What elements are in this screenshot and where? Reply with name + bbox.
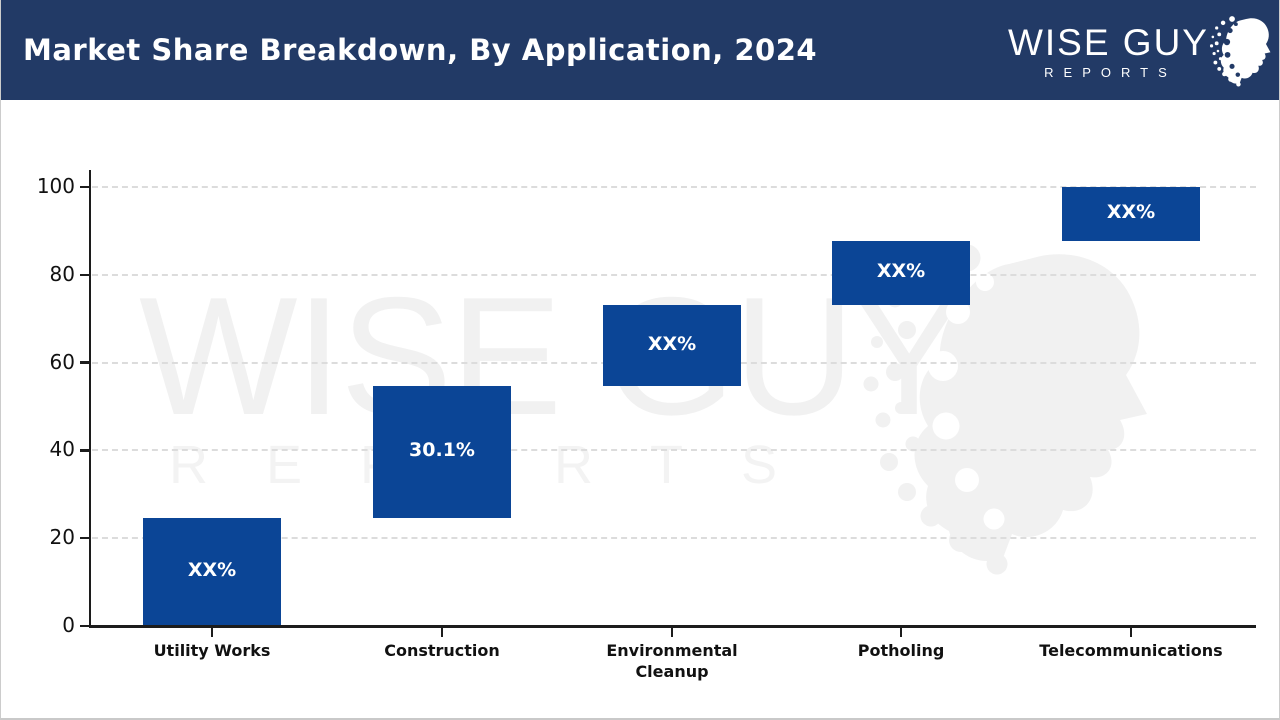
gridline <box>92 273 1256 276</box>
y-axis-tick-label: 80 <box>49 261 75 286</box>
x-category-label: Potholing <box>857 641 945 660</box>
bar-value-label: 30.1% <box>409 439 475 462</box>
x-tick-mark <box>1129 627 1133 637</box>
wiseguy-head-icon <box>1209 16 1271 87</box>
x-tick-mark <box>670 627 674 637</box>
y-axis-tick-label: 100 <box>36 174 75 198</box>
y-tick-mark <box>80 185 90 189</box>
bar-value-label: XX% <box>647 332 697 355</box>
x-category-label: Utility Works <box>153 641 271 660</box>
y-tick-mark <box>80 449 90 452</box>
gridline <box>92 186 1256 188</box>
bar-segment <box>1062 187 1200 241</box>
x-axis-line <box>88 625 1256 628</box>
y-axis-tick-label: 60 <box>49 349 75 374</box>
header: Market Share Breakdown, By Application, … <box>1 0 1279 100</box>
y-tick-mark <box>80 624 90 628</box>
logo-subtext: REPORTS <box>1044 65 1177 80</box>
logo-wordmark: WISE GUY <box>1007 22 1209 63</box>
bar-segment <box>143 518 281 626</box>
x-tick-mark <box>899 627 903 637</box>
waterfall-chart: 0 20 40 60 80 100 XX% Utility Works 30.1% Constru… <box>1 100 1279 718</box>
x-tick-mark <box>440 627 444 637</box>
y-axis-tick-label: 0 <box>62 613 75 637</box>
bar-segment <box>373 386 511 519</box>
y-tick-mark <box>80 361 90 364</box>
page-title: Market Share Breakdown, By Application, … <box>23 33 818 67</box>
gridline <box>92 537 1256 540</box>
x-category-label: Telecommunications <box>1039 641 1223 660</box>
x-category-label: Construction <box>384 641 500 660</box>
y-tick-mark <box>80 536 90 540</box>
watermark-wordmark: WISE GUY <box>139 262 965 450</box>
y-axis-tick-label: 20 <box>49 525 75 550</box>
bar-value-label: XX% <box>876 260 926 283</box>
bar-segment <box>832 240 970 306</box>
y-axis-line <box>88 170 91 628</box>
x-category-label: Environmental Cleanup <box>606 641 738 681</box>
gridline <box>92 449 1256 452</box>
x-tick-mark <box>210 627 214 637</box>
bar-value-label: XX% <box>1106 200 1156 223</box>
wiseguy-logo: WISE GUY REPORTS <box>1007 22 1209 81</box>
y-tick-mark <box>80 273 90 277</box>
y-axis-tick-label: 40 <box>49 437 75 462</box>
watermark-head-icon <box>863 244 1147 575</box>
bar-segment <box>603 305 741 387</box>
bar-value-label: XX% <box>187 559 237 582</box>
